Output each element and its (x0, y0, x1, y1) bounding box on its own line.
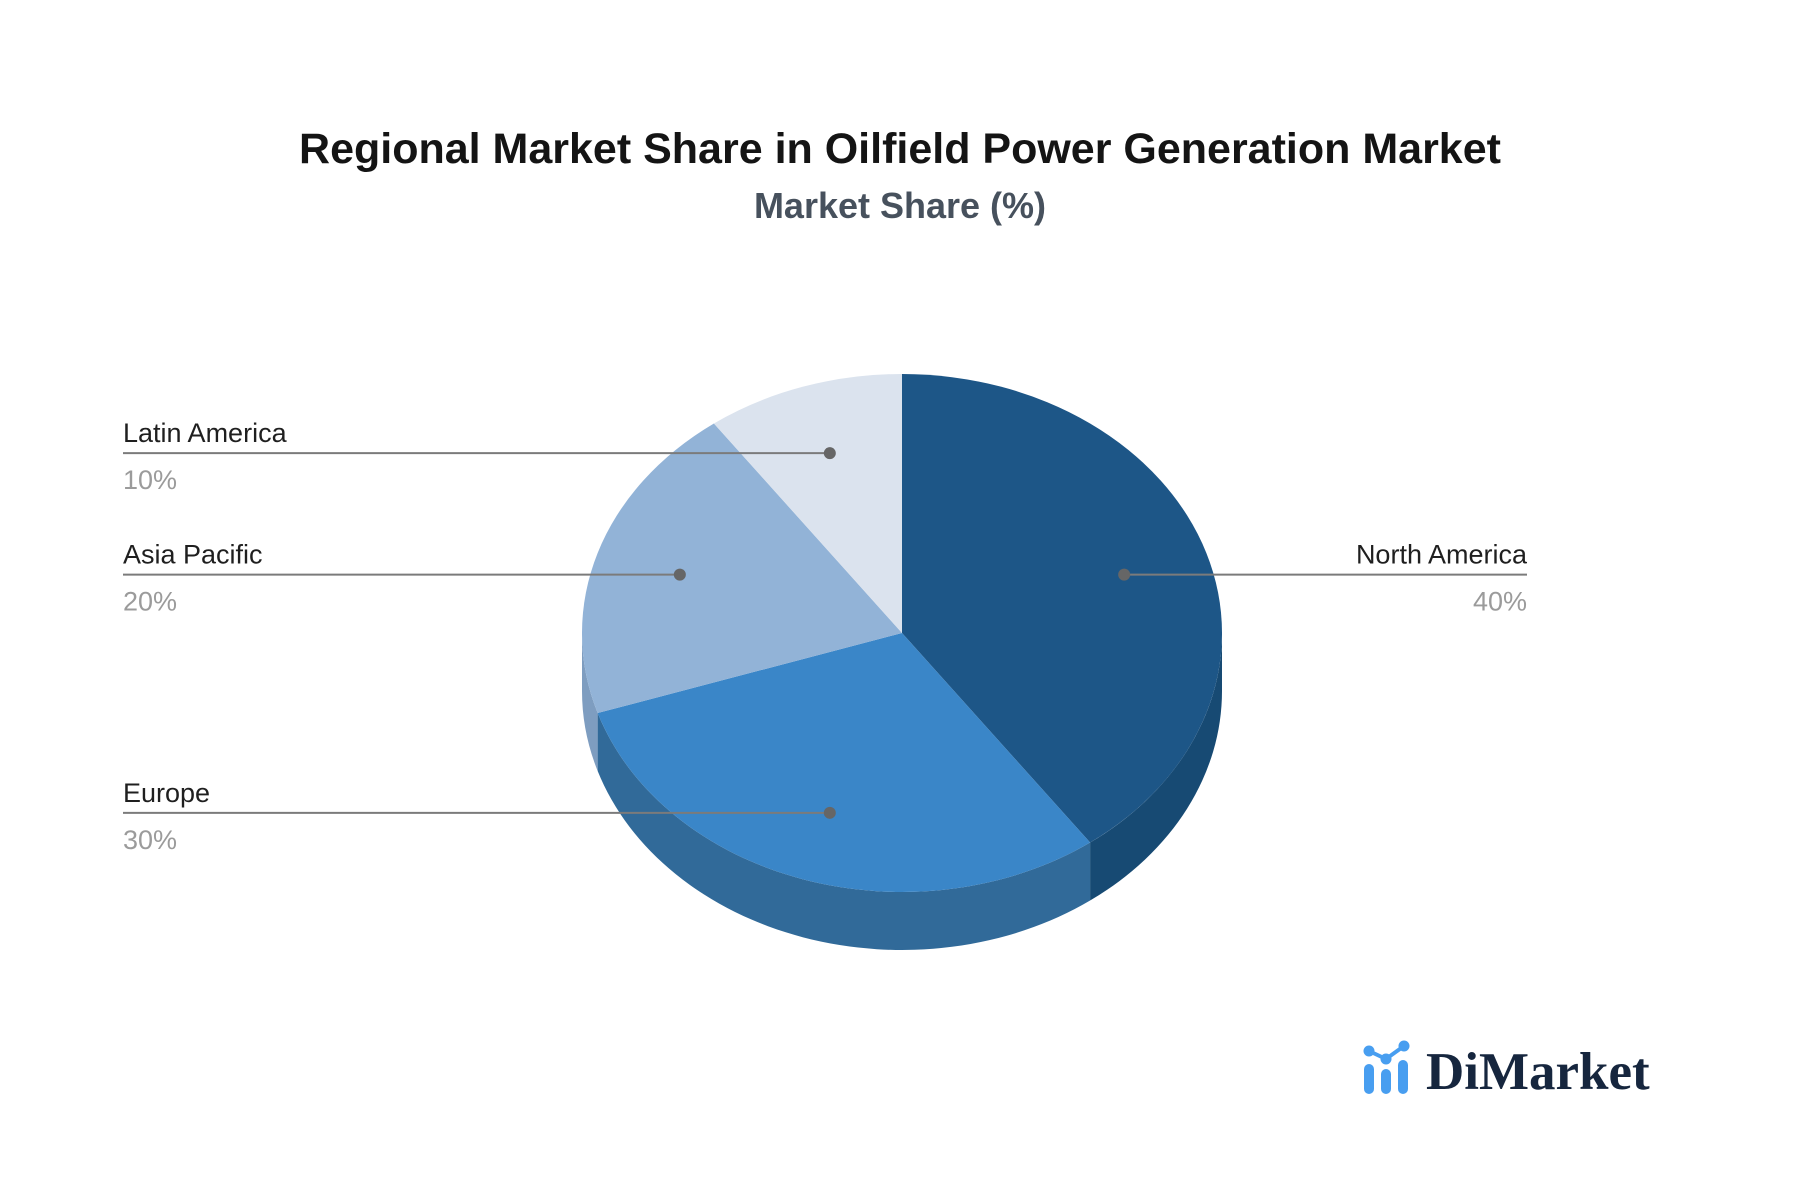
pie-slice-latin-america[interactable] (713, 374, 902, 633)
pie-slice-side-europe (597, 713, 1091, 950)
slice-label-europe: Europe (123, 778, 210, 808)
slice-value-europe: 30% (123, 825, 177, 855)
slice-label-north-america: North America (1356, 540, 1528, 570)
chart-subtitle: Market Share (%) (753, 185, 1047, 226)
pie-slice-asia-pacific[interactable] (582, 423, 902, 714)
slice-value-north-america: 40% (1473, 587, 1527, 617)
slice-value-latin-america: 10% (123, 465, 177, 495)
slice-value-asia-pacific: 20% (123, 587, 177, 617)
dimarket-logo-text: DiMarket (1426, 1042, 1650, 1101)
pie-slice-side-asia-pacific (582, 633, 598, 772)
leader-dot-north-america (1118, 568, 1131, 581)
chart-title: Regional Market Share in Oilfield Power … (299, 125, 1501, 173)
leader-dot-europe (823, 806, 836, 819)
dimarket-logo: DiMarket (1362, 1040, 1650, 1101)
leader-dot-latin-america (823, 447, 836, 460)
bar-chart-trend-icon (1363, 1040, 1410, 1094)
pie-slice-side-north-america (1090, 633, 1222, 901)
pie-slice-north-america[interactable] (902, 374, 1222, 843)
pie-slice-europe[interactable] (597, 633, 1091, 893)
slice-label-latin-america: Latin America (123, 418, 288, 448)
slice-label-asia-pacific: Asia Pacific (123, 540, 263, 570)
leader-dot-asia-pacific (673, 568, 686, 581)
